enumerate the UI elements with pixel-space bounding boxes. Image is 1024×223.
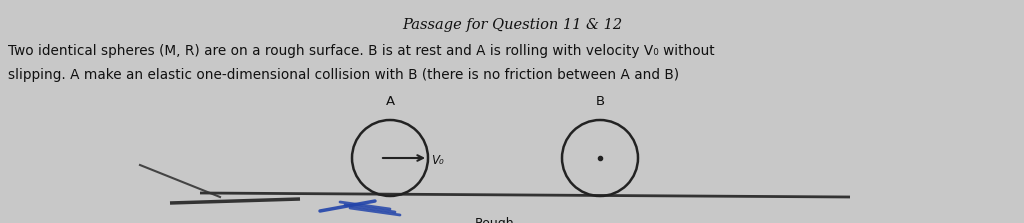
Text: A: A <box>385 95 394 108</box>
Text: Passage for Question 11 & 12: Passage for Question 11 & 12 <box>402 18 622 32</box>
Text: Rough: Rough <box>475 217 515 223</box>
Text: slipping. A make an elastic one-dimensional collision with B (there is no fricti: slipping. A make an elastic one-dimensio… <box>8 68 679 82</box>
Text: V₀: V₀ <box>431 153 443 167</box>
Text: B: B <box>595 95 604 108</box>
Text: Two identical spheres (M, R) are on a rough surface. B is at rest and A is rolli: Two identical spheres (M, R) are on a ro… <box>8 44 715 58</box>
